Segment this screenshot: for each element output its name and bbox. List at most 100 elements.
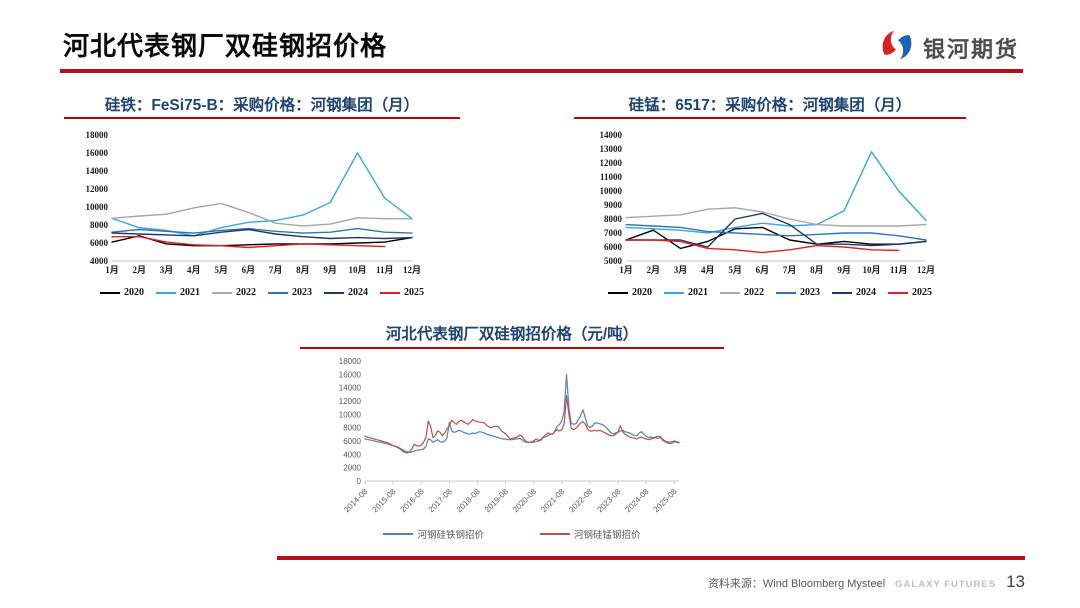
legend-swatch: [383, 533, 414, 535]
history-legend: 河钢硅铁钢招价 河钢硅锰钢招价: [312, 527, 712, 541]
svg-text:2016-08: 2016-08: [399, 487, 427, 515]
galaxy-swirl-icon: [878, 26, 916, 69]
svg-text:6000: 6000: [90, 238, 109, 248]
svg-text:2月: 2月: [133, 265, 147, 275]
svg-text:10000: 10000: [600, 186, 623, 196]
svg-text:4月: 4月: [187, 265, 201, 275]
svg-text:16000: 16000: [86, 148, 109, 158]
legend-swatch: [268, 291, 288, 294]
svg-text:9000: 9000: [604, 200, 623, 210]
page-title: 河北代表钢厂双硅钢招价格: [63, 31, 388, 61]
legend-item: 2021: [156, 287, 200, 298]
legend-swatch: [832, 291, 852, 294]
legend-label: 2023: [800, 287, 820, 298]
svg-text:2019-08: 2019-08: [483, 487, 511, 515]
svg-text:2025-08: 2025-08: [652, 487, 680, 515]
svg-text:4000: 4000: [90, 256, 109, 266]
simn-legend: 2020 2021 2022 2023 2024 2025: [570, 287, 970, 298]
legend-swatch: [608, 291, 628, 294]
svg-text:6000: 6000: [604, 242, 623, 252]
svg-text:12000: 12000: [86, 184, 109, 194]
legend-item: 2022: [212, 287, 256, 298]
svg-text:2020-08: 2020-08: [511, 487, 539, 515]
legend-item: 河钢硅锰钢招价: [540, 527, 641, 541]
legend-swatch: [324, 291, 344, 294]
legend-label: 2023: [292, 287, 312, 298]
svg-text:8月: 8月: [296, 265, 310, 275]
svg-text:12月: 12月: [917, 265, 935, 275]
svg-text:11月: 11月: [890, 265, 908, 275]
legend-swatch: [776, 291, 796, 294]
legend-item: 河钢硅铁钢招价: [383, 527, 484, 541]
svg-text:18000: 18000: [86, 130, 109, 140]
bottom-accent-bar: [277, 556, 1025, 560]
legend-swatch: [720, 291, 740, 294]
svg-text:3月: 3月: [160, 265, 174, 275]
svg-text:10000: 10000: [86, 202, 109, 212]
svg-text:9月: 9月: [837, 265, 851, 275]
svg-text:12月: 12月: [403, 265, 421, 275]
header-rule: [60, 69, 1023, 73]
history-chart-title: 河北代表钢厂双硅钢招价格（元/吨）: [385, 326, 639, 343]
legend-label: 2020: [632, 287, 652, 298]
legend-swatch: [664, 291, 684, 294]
svg-text:8月: 8月: [810, 265, 824, 275]
legend-swatch: [380, 291, 400, 294]
svg-text:6月: 6月: [242, 265, 256, 275]
legend-item: 2024: [832, 287, 876, 298]
svg-text:11000: 11000: [600, 172, 623, 182]
svg-text:10月: 10月: [348, 265, 366, 275]
logo-text: 银河期货: [923, 36, 1020, 62]
data-source-text: 资料来源：Wind Bloomberg Mysteel: [707, 578, 886, 590]
fesi-legend: 2020 2021 2022 2023 2024 2025: [62, 287, 462, 298]
page-number: 13: [1006, 572, 1025, 591]
legend-swatch: [212, 291, 232, 294]
legend-swatch: [540, 533, 570, 535]
brand-text: GALAXY FUTURES: [895, 579, 997, 590]
legend-swatch: [888, 291, 908, 294]
svg-text:8000: 8000: [343, 424, 361, 433]
svg-text:2017-08: 2017-08: [427, 487, 455, 515]
simn-chart-title: 硅锰：6517：采购价格：河钢集团（月）: [628, 97, 912, 114]
svg-text:16000: 16000: [339, 370, 362, 379]
svg-text:1月: 1月: [105, 265, 119, 275]
legend-label: 2021: [180, 287, 200, 298]
svg-text:14000: 14000: [339, 384, 362, 393]
simn-title-rule: [574, 117, 966, 119]
svg-text:12000: 12000: [339, 397, 362, 406]
history-chart: 18000 16000 14000 12000 10000 8000 6000 4000 200…: [339, 357, 680, 515]
svg-text:4000: 4000: [343, 450, 361, 459]
svg-text:4月: 4月: [701, 265, 715, 275]
svg-text:8000: 8000: [604, 214, 623, 224]
legend-item: 2021: [664, 287, 708, 298]
legend-label: 2025: [404, 287, 424, 298]
legend-label: 2024: [348, 287, 368, 298]
legend-item: 2025: [888, 287, 932, 298]
svg-text:11月: 11月: [376, 265, 394, 275]
svg-text:0: 0: [357, 477, 362, 486]
svg-text:7月: 7月: [269, 265, 283, 275]
svg-text:7月: 7月: [783, 265, 797, 275]
legend-swatch: [156, 291, 176, 294]
legend-label: 2025: [912, 287, 932, 298]
svg-text:5月: 5月: [214, 265, 228, 275]
svg-text:5月: 5月: [728, 265, 742, 275]
svg-text:10月: 10月: [862, 265, 880, 275]
legend-label: 2020: [124, 287, 144, 298]
svg-text:2014-08: 2014-08: [342, 487, 370, 515]
legend-item: 2023: [268, 287, 312, 298]
svg-text:6月: 6月: [756, 265, 770, 275]
svg-text:12000: 12000: [600, 158, 623, 168]
legend-item: 2022: [720, 287, 764, 298]
legend-label: 2022: [744, 287, 764, 298]
legend-item: 2025: [380, 287, 424, 298]
svg-text:2023-08: 2023-08: [595, 487, 623, 515]
svg-text:3月: 3月: [674, 265, 688, 275]
legend-item: 2024: [324, 287, 368, 298]
svg-text:7000: 7000: [604, 228, 623, 238]
svg-text:2018-08: 2018-08: [455, 487, 483, 515]
svg-text:2022-08: 2022-08: [567, 487, 595, 515]
galaxy-futures-logo: 银河期货: [878, 26, 1019, 69]
legend-label: 河钢硅锰钢招价: [574, 530, 641, 541]
